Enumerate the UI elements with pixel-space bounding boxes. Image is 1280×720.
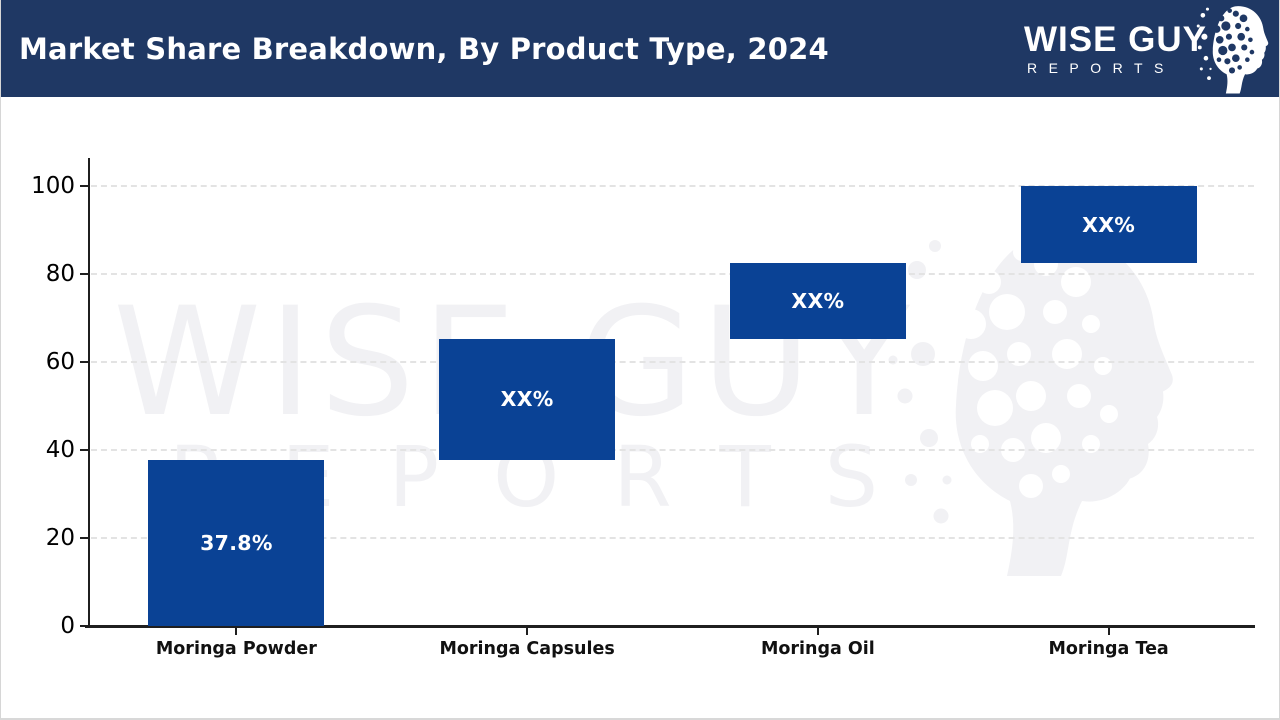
y-tick-label-0: 0 [60, 613, 75, 639]
x-axis-line [85, 625, 1255, 628]
y-axis-line [88, 158, 90, 627]
wise-guy-reports-logo: WISE GUY REPORTS [1024, 0, 1271, 97]
x-tick-mark-3 [1107, 627, 1110, 635]
gridline-y60 [91, 361, 1254, 363]
logo-text: WISE GUY REPORTS [1024, 22, 1207, 76]
chart-title: Market Share Breakdown, By Product Type,… [19, 31, 829, 66]
y-tick-mark-100 [80, 185, 89, 187]
logo-wiseguy-text: WISE GUY [1023, 19, 1207, 59]
gridline-y100 [91, 185, 1254, 187]
x-tick-mark-2 [816, 627, 819, 635]
header-bar: Market Share Breakdown, By Product Type,… [1, 0, 1279, 97]
bar-moringa-powder: 37.8% [148, 459, 325, 626]
bar-moringa-tea: XX% [1020, 186, 1197, 263]
logo-reports-text: REPORTS [1026, 59, 1175, 76]
x-tick-mark-1 [526, 627, 529, 635]
x-category-label-1: Moringa Capsules [439, 639, 615, 659]
x-category-label-3: Moringa Tea [1048, 639, 1169, 659]
logo-dotted-head-icon [1195, 5, 1269, 93]
gridline-y40 [91, 449, 1254, 451]
y-tick-mark-40 [80, 449, 89, 451]
x-category-label-0: Moringa Powder [155, 639, 317, 659]
y-tick-label-40: 40 [45, 437, 75, 463]
gridline-y80 [91, 273, 1254, 275]
y-tick-mark-20 [80, 537, 89, 539]
y-tick-label-60: 60 [45, 349, 75, 375]
y-tick-mark-60 [80, 361, 89, 363]
y-tick-mark-80 [80, 273, 89, 275]
y-tick-label-20: 20 [45, 525, 75, 551]
y-tick-label-100: 100 [31, 173, 75, 199]
bar-value-label: XX% [1082, 212, 1136, 237]
bar-moringa-capsules: XX% [439, 339, 616, 460]
gridline-y20 [91, 537, 1254, 539]
y-tick-label-80: 80 [45, 261, 75, 287]
x-category-label-2: Moringa Oil [760, 639, 875, 659]
bar-value-label: XX% [500, 387, 554, 412]
bar-moringa-oil: XX% [729, 263, 906, 340]
bar-value-label: XX% [791, 289, 845, 314]
bar-value-label: 37.8% [200, 530, 273, 555]
y-tick-mark-0 [80, 625, 89, 627]
x-tick-mark-0 [235, 627, 238, 635]
